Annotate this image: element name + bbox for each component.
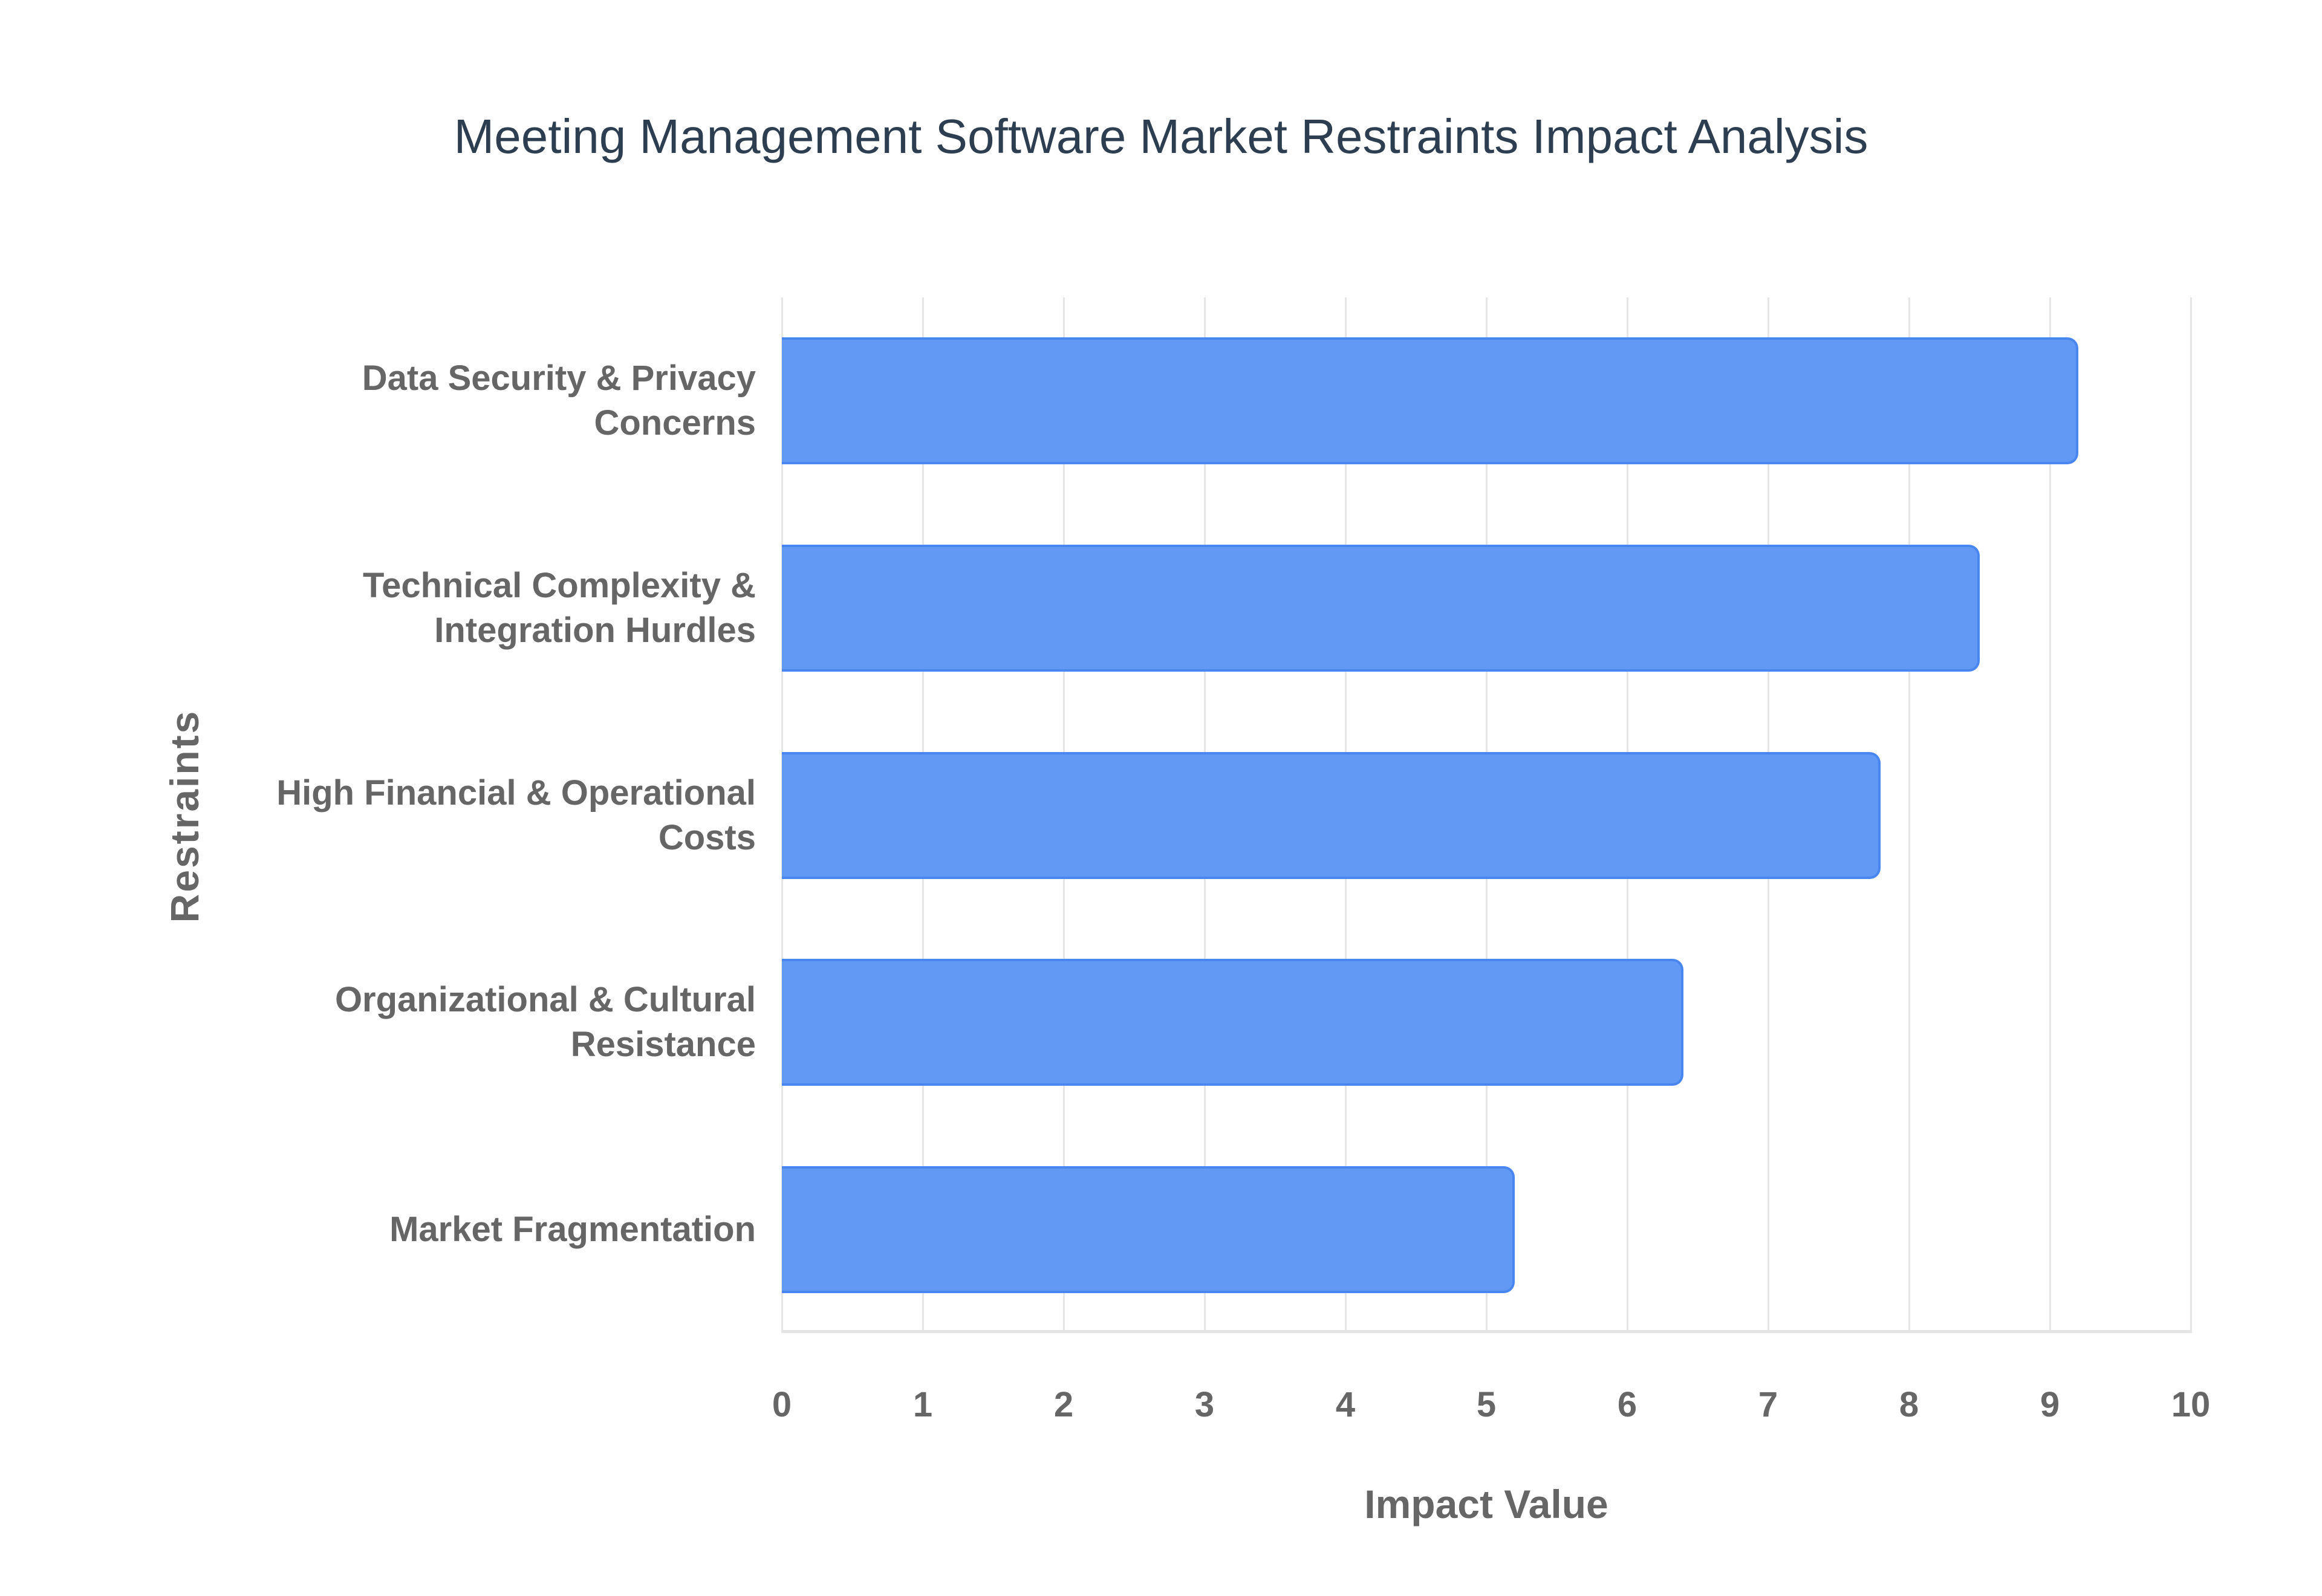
x-tick-label: 9 [2040, 1385, 2060, 1424]
x-tick-label: 1 [912, 1385, 933, 1424]
x-tick-label: 2 [1053, 1385, 1074, 1424]
bar[interactable] [782, 544, 1980, 672]
x-tick-label: 10 [2171, 1385, 2211, 1424]
y-axis-label: Market Fragmentation [389, 1209, 756, 1249]
x-tick-label: 3 [1194, 1385, 1215, 1424]
x-axis-title: Impact Value [1364, 1482, 1608, 1526]
bar[interactable] [782, 337, 2078, 465]
x-tick-label: 8 [1899, 1385, 1919, 1424]
chart-title: Meeting Management Software Market Restr… [454, 109, 1868, 163]
bar[interactable] [782, 1166, 1515, 1293]
x-tick-label: 7 [1758, 1385, 1778, 1424]
gridline [2190, 297, 2192, 1333]
x-tick-label: 5 [1476, 1385, 1497, 1424]
bar[interactable] [782, 751, 1881, 879]
y-axis-label: High Financial & Operational Costs [276, 773, 756, 857]
x-axis-line [782, 1330, 2191, 1333]
gridline [1908, 297, 1910, 1333]
plot-area [781, 297, 2192, 1333]
x-tick-label: 4 [1335, 1385, 1356, 1424]
gridline [2049, 297, 2051, 1333]
x-tick-label: 0 [772, 1385, 792, 1424]
bar[interactable] [782, 959, 1684, 1086]
y-axis-label: Organizational & Cultural Resistance [334, 980, 756, 1065]
y-axis-label: Technical Complexity & Integration Hurdle… [363, 565, 756, 650]
y-axis-label: Data Security & Privacy Concerns [362, 358, 756, 443]
x-tick-label: 6 [1617, 1385, 1637, 1424]
